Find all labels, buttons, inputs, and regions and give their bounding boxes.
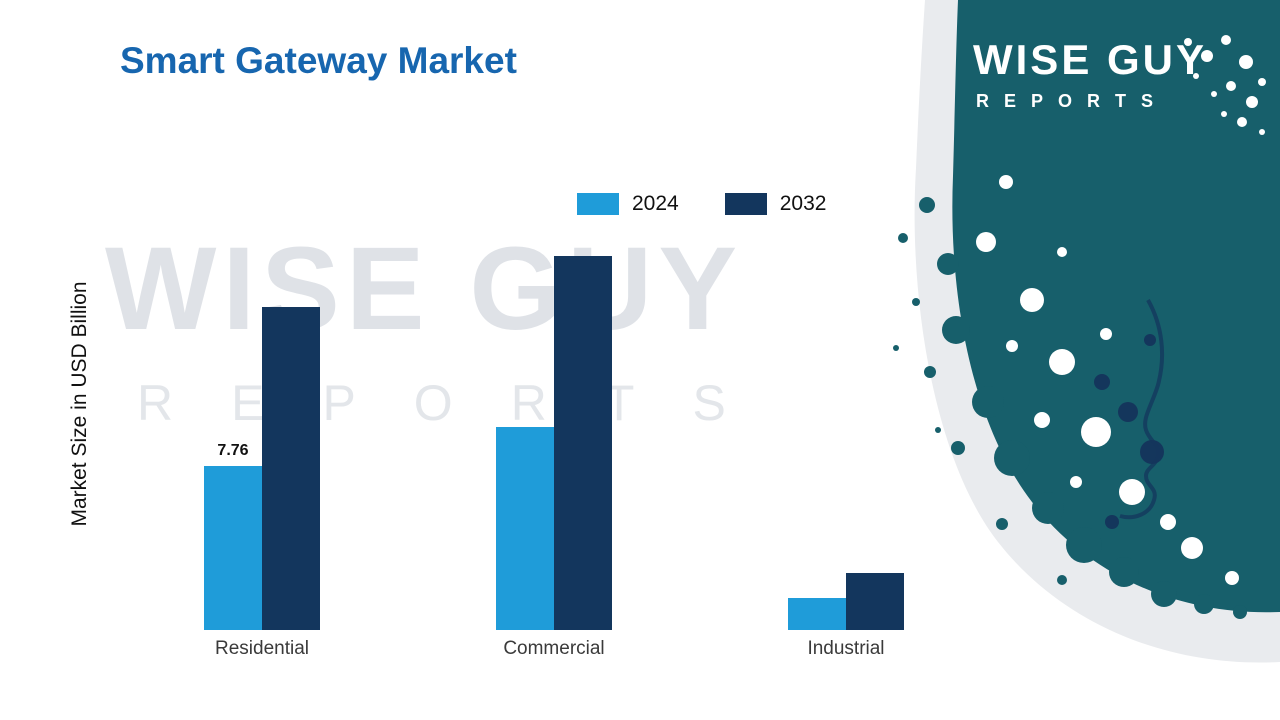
category-label-residential: Residential: [215, 638, 309, 659]
legend: 2024 2032: [577, 192, 826, 216]
category-label-industrial: Industrial: [807, 638, 885, 659]
bar-commercial-2024: [496, 427, 554, 630]
bar-industrial-2032: [846, 573, 904, 630]
bar-commercial-2032: [554, 256, 612, 630]
legend-item-2024: 2024: [577, 192, 679, 216]
brand-logo: WISE GUY REPORTS: [973, 36, 1207, 112]
watermark: WISE GUY REPORTS: [105, 223, 784, 432]
brand-subtitle: REPORTS: [976, 91, 1169, 111]
bar-residential-2032: [262, 307, 320, 630]
legend-label-2032: 2032: [779, 192, 827, 215]
legend-swatch-2024: [577, 193, 619, 215]
bar-residential-2024: [204, 466, 262, 630]
watermark-line2: REPORTS: [137, 374, 784, 431]
bar-value-label: 7.76: [217, 442, 249, 459]
brand-name: WISE GUY: [973, 36, 1208, 83]
page-title: Smart Gateway Market: [120, 40, 517, 81]
logo-decoration: [880, 0, 1280, 720]
bar-industrial-2024: [788, 598, 846, 630]
legend-swatch-2032: [724, 193, 767, 215]
category-label-commercial: Commercial: [503, 638, 605, 659]
watermark-line1: WISE GUY: [105, 223, 744, 355]
legend-label-2024: 2024: [632, 192, 679, 215]
legend-item-2032: 2032: [724, 192, 827, 216]
